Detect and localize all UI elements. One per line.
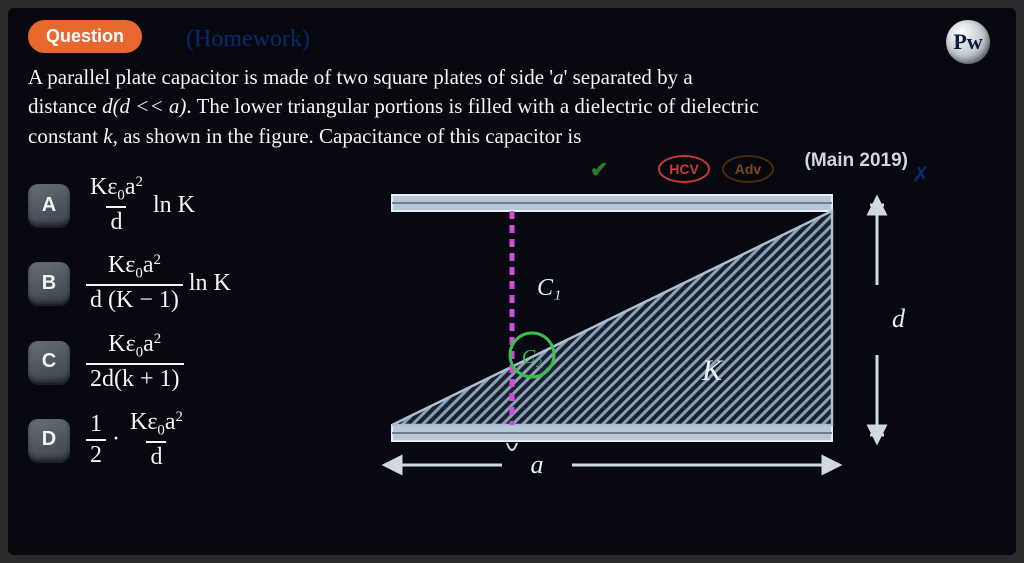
label-d: d [892, 304, 906, 333]
tail: ln K [189, 270, 231, 297]
label-c2: C₂ [522, 346, 542, 368]
option-a-formula: Kε0a2 d ln K [86, 175, 195, 235]
frac: Kε0a2 d (K − 1) [86, 253, 183, 313]
qt-k: k [103, 124, 112, 148]
adv-badge: Adv [722, 155, 774, 183]
dot: · [112, 426, 120, 453]
question-card: Question (Homework) Pᴡ A parallel plate … [8, 8, 1016, 555]
frac-half: 1 2 [86, 412, 106, 468]
option-d-badge: D [28, 419, 70, 461]
tail: ln K [153, 192, 195, 219]
label-a: a [531, 450, 544, 479]
frac: Kε0a2 2d(k + 1) [86, 332, 184, 392]
qt-3b: , as shown in the figure. Capacitance of… [113, 124, 582, 148]
diagram: ✔ HCV Adv [372, 159, 996, 510]
tick-icon: ✔ [590, 157, 608, 183]
option-b[interactable]: B Kε0a2 d (K − 1) ln K [28, 253, 348, 313]
hcv-badge: HCV [658, 155, 710, 183]
frac: Kε0a2 d [86, 175, 147, 235]
option-b-formula: Kε0a2 d (K − 1) ln K [86, 253, 231, 313]
qt-dd: d(d << a) [102, 94, 186, 118]
option-a[interactable]: A Kε0a2 d ln K [28, 175, 348, 235]
qt-3a: constant [28, 124, 103, 148]
qt-1: A parallel plate capacitor is made of tw… [28, 65, 553, 89]
bottom-plate [392, 425, 832, 441]
option-a-badge: A [28, 184, 70, 226]
dielectric-triangle [392, 211, 832, 425]
homework-annotation: (Homework) [186, 26, 310, 53]
question-pill: Question [28, 20, 142, 53]
qt-1b: ' separated by a [564, 65, 693, 89]
option-d-formula: 1 2 · Kε0a2 d [86, 410, 187, 470]
options-list: A Kε0a2 d ln K B Kε0a2 [28, 159, 348, 510]
source-badge-pw: Pᴡ [946, 20, 990, 64]
qt-2b: . The lower triangular portions is fille… [186, 94, 758, 118]
capacitor-figure: a d K C₁ C₂ [372, 165, 932, 505]
option-c-badge: C [28, 341, 70, 383]
content-row: A Kε0a2 d ln K B Kε0a2 [28, 159, 996, 510]
option-b-badge: B [28, 262, 70, 304]
question-text: A parallel plate capacitor is made of tw… [28, 63, 996, 151]
option-d[interactable]: D 1 2 · Kε0a2 d [28, 410, 348, 470]
option-c-formula: Kε0a2 2d(k + 1) [86, 332, 184, 392]
header-row: Question (Homework) Pᴡ [28, 20, 996, 53]
label-k-inside: K [701, 354, 724, 387]
option-c[interactable]: C Kε0a2 2d(k + 1) [28, 332, 348, 392]
frac: Kε0a2 d [126, 410, 187, 470]
top-plate [392, 195, 832, 211]
qt-a: a [553, 65, 564, 89]
label-c1: C₁ [537, 275, 561, 301]
qt-2a: distance [28, 94, 102, 118]
